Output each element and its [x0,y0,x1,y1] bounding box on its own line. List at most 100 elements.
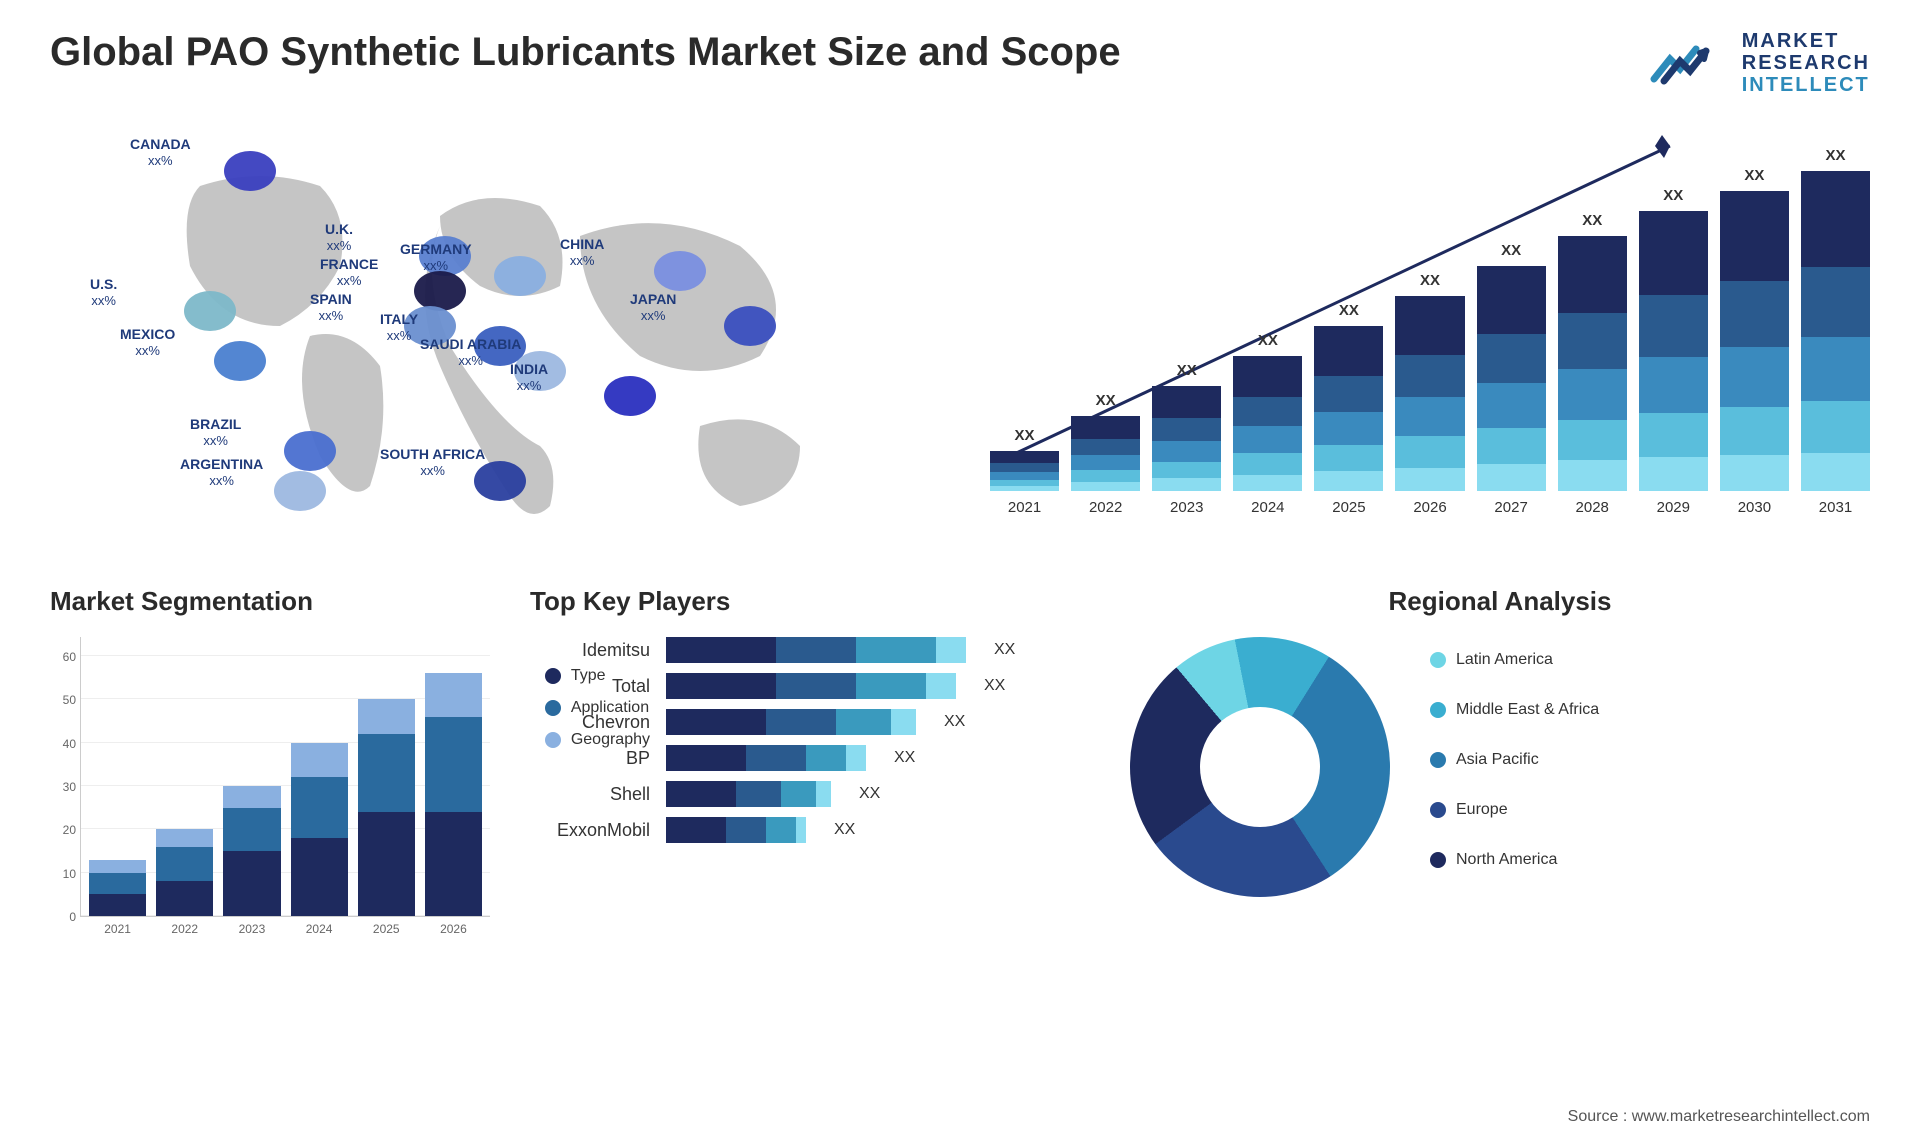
map-label-india: INDIAxx% [510,361,548,393]
seg-xlabel: 2022 [171,922,198,936]
forecast-bar-chart: XX 2021 XX 2022 XX 2023 XX 2024 XX 2025 XX 2026 XX 20… [990,126,1870,546]
forecast-year-label: 2023 [1170,499,1203,516]
forecast-year-label: 2030 [1738,499,1771,516]
header: Global PAO Synthetic Lubricants Market S… [50,30,1870,96]
player-row-idemitsu: Idemitsu XX [530,637,1090,663]
player-value: XX [894,749,915,767]
segmentation-chart: 0102030405060 202120222023202420252026 T… [50,637,490,917]
top-row: CANADAxx% U.S.xx%MEXICOxx% BRAZILxx% ARGENT… [50,126,1870,546]
forecast-bar-value: XX [1096,392,1116,409]
regional-section: Regional Analysis Latin AmericaMiddle Ea… [1130,586,1870,917]
forecast-bar-value: XX [1177,362,1197,379]
player-bar [666,745,866,771]
map-label-argentina: ARGENTINAxx% [180,456,263,488]
player-name: Idemitsu [530,640,650,661]
map-label-mexico: MEXICOxx% [120,326,175,358]
regional-legend: Latin AmericaMiddle East & AfricaAsia Pa… [1430,651,1599,883]
players-title: Top Key Players [530,586,1090,617]
seg-legend-application: Application [545,699,650,717]
map-label-germany: GERMANYxx% [400,241,472,273]
map-label-saudi-arabia: SAUDI ARABIAxx% [420,336,521,368]
region-legend-europe: Europe [1430,801,1599,819]
forecast-bar-value: XX [1582,212,1602,229]
logo-mark-icon [1650,39,1730,87]
page-title: Global PAO Synthetic Lubricants Market S… [50,30,1121,75]
player-value: XX [944,713,965,731]
forecast-year-label: 2025 [1332,499,1365,516]
map-label-u.k.: U.K.xx% [325,221,353,253]
seg-xlabel: 2021 [104,922,131,936]
segmentation-title: Market Segmentation [50,586,490,617]
map-label-japan: JAPANxx% [630,291,676,323]
map-label-italy: ITALYxx% [380,311,418,343]
forecast-bar-value: XX [1663,187,1683,204]
segmentation-legend: Type Application Geography [545,667,650,763]
seg-bar-2021: 2021 [89,860,146,916]
world-map: CANADAxx% U.S.xx%MEXICOxx% BRAZILxx% ARGENT… [50,126,930,546]
seg-bar-2026: 2026 [425,673,482,916]
segmentation-yaxis: 0102030405060 [50,637,80,917]
region-legend-asia-pacific: Asia Pacific [1430,751,1599,769]
forecast-bar-value: XX [1339,302,1359,319]
seg-xlabel: 2023 [239,922,266,936]
seg-xlabel: 2026 [440,922,467,936]
player-bar [666,709,916,735]
player-bar [666,673,956,699]
seg-legend-geography: Geography [545,731,650,749]
forecast-year-label: 2031 [1819,499,1852,516]
regional-title: Regional Analysis [1130,586,1870,617]
map-label-u.s.: U.S.xx% [90,276,117,308]
seg-ytick: 60 [63,650,76,664]
seg-ytick: 40 [63,737,76,751]
player-bar [666,637,966,663]
forecast-bar-value: XX [1501,242,1521,259]
player-value: XX [859,785,880,803]
player-name: Shell [530,784,650,805]
map-label-south-africa: SOUTH AFRICAxx% [380,446,485,478]
seg-bar-2024: 2024 [291,743,348,916]
player-name: ExxonMobil [530,820,650,841]
forecast-year-label: 2029 [1657,499,1690,516]
bottom-row: Market Segmentation 0102030405060 202120… [50,586,1870,917]
player-bar [666,817,806,843]
map-label-canada: CANADAxx% [130,136,191,168]
player-value: XX [994,641,1015,659]
seg-xlabel: 2025 [373,922,400,936]
player-bar [666,781,831,807]
brand-logo: MARKET RESEARCH INTELLECT [1650,30,1870,96]
logo-text: MARKET RESEARCH INTELLECT [1742,30,1870,96]
seg-bar-2025: 2025 [358,699,415,916]
forecast-year-label: 2024 [1251,499,1284,516]
forecast-year-label: 2027 [1494,499,1527,516]
logo-line2: RESEARCH [1742,52,1870,74]
forecast-bar-value: XX [1825,147,1845,164]
region-legend-middle-east-africa: Middle East & Africa [1430,701,1599,719]
source-attribution: Source : www.marketresearchintellect.com [1568,1108,1870,1126]
forecast-year-label: 2026 [1413,499,1446,516]
forecast-bar-value: XX [1258,332,1278,349]
map-label-spain: SPAINxx% [310,291,352,323]
region-legend-north-america: North America [1430,851,1599,869]
seg-ytick: 20 [63,823,76,837]
forecast-bar-value: XX [1015,427,1035,444]
logo-line3: INTELLECT [1742,74,1870,96]
map-label-france: FRANCExx% [320,256,378,288]
forecast-bar-value: XX [1420,272,1440,289]
seg-ytick: 30 [63,780,76,794]
player-value: XX [834,821,855,839]
logo-line1: MARKET [1742,30,1870,52]
seg-ytick: 10 [63,867,76,881]
forecast-year-label: 2028 [1576,499,1609,516]
player-row-exxonmobil: ExxonMobil XX [530,817,1090,843]
forecast-year-label: 2021 [1008,499,1041,516]
seg-legend-type: Type [545,667,650,685]
seg-ytick: 0 [69,910,76,924]
segmentation-section: Market Segmentation 0102030405060 202120… [50,586,490,917]
donut-chart [1130,637,1390,897]
map-label-china: CHINAxx% [560,236,604,268]
seg-xlabel: 2024 [306,922,333,936]
forecast-year-label: 2022 [1089,499,1122,516]
player-row-shell: Shell XX [530,781,1090,807]
map-label-brazil: BRAZILxx% [190,416,241,448]
segmentation-bars: 202120222023202420252026 [80,637,490,917]
